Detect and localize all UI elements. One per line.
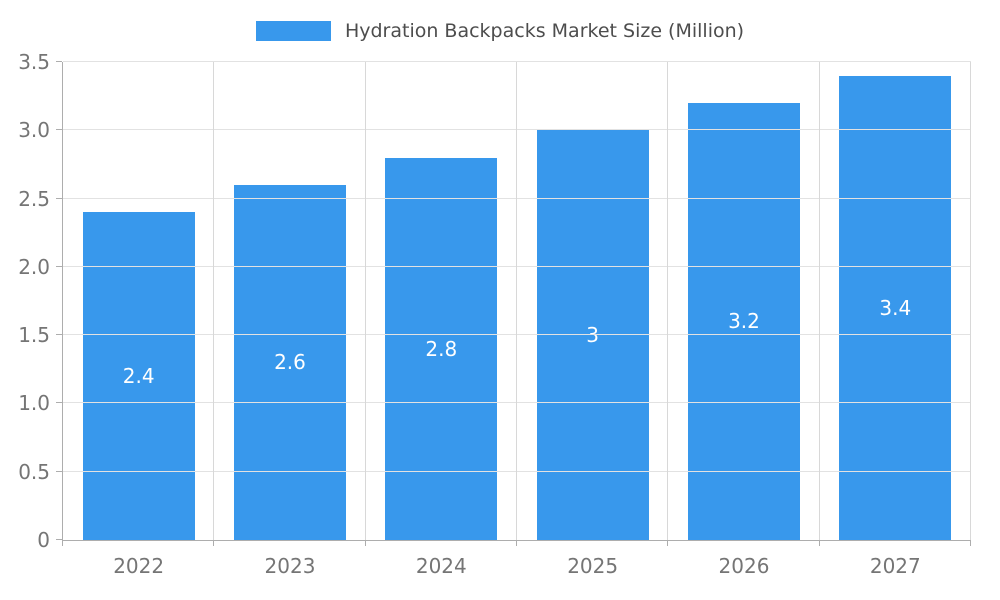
y-axis-label: 3.0 [18, 118, 50, 143]
y-axis-label: 1.5 [18, 323, 50, 348]
y-axis-label: 2.5 [18, 186, 50, 211]
bar-value-label: 3.2 [728, 309, 760, 334]
bar[interactable]: 3.2 [687, 102, 800, 540]
y-axis-tick [56, 129, 62, 131]
category-band: 2.4 [63, 62, 214, 540]
x-axis-tick [516, 540, 517, 546]
y-axis-label: 3.5 [18, 50, 50, 74]
gridline-vertical [364, 62, 366, 540]
gridline-horizontal [63, 129, 971, 131]
category-band: 2.8 [366, 62, 517, 540]
gridline-horizontal [63, 402, 971, 404]
gridline-vertical [818, 62, 820, 540]
y-axis-tick [56, 470, 62, 472]
x-axis-label: 2026 [718, 554, 770, 578]
category-band: 3.2 [668, 62, 819, 540]
x-axis-label: 2022 [113, 554, 165, 578]
gridline-vertical [516, 62, 517, 540]
y-axis-label: 1.0 [18, 391, 50, 416]
y-axis-tick [56, 334, 62, 336]
x-axis-label: 2025 [567, 554, 619, 578]
bar[interactable]: 2.4 [82, 212, 195, 540]
category-band: 3 [517, 62, 668, 540]
x-axis-tick [213, 540, 215, 546]
y-axis-tick [56, 265, 62, 267]
x-axis-label: 2024 [415, 554, 467, 578]
y-axis-label: 0.5 [18, 459, 50, 484]
y-axis-tick [56, 61, 62, 62]
x-axis-tick [667, 540, 669, 546]
gridline-horizontal [63, 197, 971, 199]
y-axis-tick [56, 539, 62, 540]
category-band: 3.4 [820, 62, 971, 540]
bar-value-label: 2.8 [425, 336, 458, 361]
gridline-vertical [213, 62, 215, 540]
bar[interactable]: 2.8 [385, 157, 498, 540]
bar-value-label: 2.6 [274, 350, 306, 375]
x-axis: 2022 2023 2024 2025 2026 2027 [63, 554, 971, 578]
bar[interactable]: 3.4 [839, 75, 952, 540]
y-axis-tick [56, 197, 62, 199]
bar-value-label: 3.4 [879, 295, 912, 320]
category-band: 2.6 [214, 62, 365, 540]
gridline-horizontal [63, 265, 971, 267]
chart-title: Hydration Backpacks Market Size (Million… [344, 20, 745, 42]
gridline-vertical [667, 62, 669, 540]
y-axis-tick [56, 402, 62, 404]
plot-area: 2.42.62.833.23.4 20222023202420252026202… [18, 50, 971, 578]
x-axis-tick [62, 540, 63, 546]
bar-series: 2.4 2.6 2.8 3 3.2 3.4 [63, 62, 971, 540]
gridline-horizontal [63, 470, 971, 472]
legend-swatch-icon [255, 21, 331, 41]
y-axis-label: 0 [37, 528, 50, 552]
y-axis-label: 2.0 [18, 254, 50, 279]
x-axis-label: 2027 [869, 554, 921, 578]
bar[interactable]: 2.6 [234, 184, 346, 540]
x-axis-label: 2023 [264, 554, 316, 578]
bar-value-label: 2.4 [122, 364, 155, 389]
gridline-horizontal [63, 334, 971, 336]
x-axis-tick [364, 540, 366, 546]
legend[interactable]: Hydration Backpacks Market Size (Million… [0, 20, 1000, 42]
x-axis-tick [818, 540, 820, 546]
x-axis-tick [970, 540, 971, 546]
gridline-horizontal [63, 61, 971, 62]
gridline-vertical [970, 62, 971, 540]
